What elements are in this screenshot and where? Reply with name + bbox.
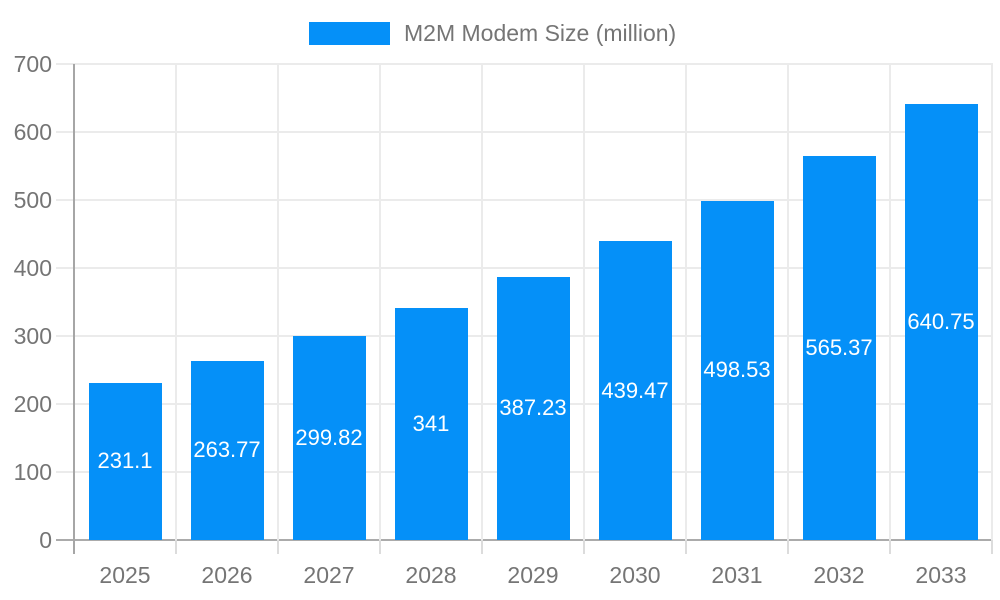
gridline-vertical bbox=[889, 64, 891, 540]
bar-value-label: 231.1 bbox=[97, 448, 153, 474]
gridline-horizontal bbox=[56, 131, 993, 133]
bar-value-label: 341 bbox=[412, 411, 450, 437]
y-tick-label: 100 bbox=[13, 459, 52, 485]
y-tick-label: 400 bbox=[13, 255, 52, 281]
bar[interactable]: 299.82 bbox=[292, 336, 366, 540]
legend-swatch bbox=[309, 22, 390, 45]
x-axis-tick bbox=[277, 540, 279, 554]
x-tick-label: 2025 bbox=[99, 562, 151, 588]
bar[interactable]: 341 bbox=[394, 308, 468, 540]
gridline-vertical bbox=[685, 64, 687, 540]
bar[interactable]: 640.75 bbox=[904, 104, 978, 540]
x-axis-tick bbox=[379, 540, 381, 554]
x-axis-tick bbox=[787, 540, 789, 554]
bar[interactable]: 387.23 bbox=[496, 276, 570, 540]
x-tick-label: 2028 bbox=[405, 562, 457, 588]
bar-value-label: 565.37 bbox=[805, 334, 873, 360]
bar[interactable]: 565.37 bbox=[802, 155, 876, 540]
bar-value-label: 299.82 bbox=[295, 425, 363, 451]
y-tick-label: 200 bbox=[13, 391, 52, 417]
gridline-vertical bbox=[379, 64, 381, 540]
x-axis-tick bbox=[481, 540, 483, 554]
bar-value-label: 263.77 bbox=[193, 437, 261, 463]
x-tick-label: 2027 bbox=[303, 562, 355, 588]
x-axis-tick bbox=[685, 540, 687, 554]
y-tick-label: 500 bbox=[13, 187, 52, 213]
bar-value-label: 498.53 bbox=[703, 357, 771, 383]
x-tick-label: 2030 bbox=[609, 562, 661, 588]
bar-value-label: 387.23 bbox=[499, 395, 567, 421]
x-axis-tick bbox=[991, 540, 993, 554]
gridline-vertical bbox=[787, 64, 789, 540]
bar-value-label: 640.75 bbox=[907, 309, 975, 335]
bar[interactable]: 231.1 bbox=[88, 382, 162, 540]
y-tick-label: 600 bbox=[13, 119, 52, 145]
y-tick-label: 300 bbox=[13, 323, 52, 349]
x-tick-label: 2032 bbox=[813, 562, 865, 588]
gridline-horizontal bbox=[56, 199, 993, 201]
bar[interactable]: 439.47 bbox=[598, 241, 672, 540]
x-axis-tick bbox=[889, 540, 891, 554]
x-axis-tick bbox=[175, 540, 177, 554]
gridline-vertical bbox=[277, 64, 279, 540]
gridline-vertical bbox=[175, 64, 177, 540]
x-tick-label: 2029 bbox=[507, 562, 559, 588]
y-axis-line bbox=[73, 64, 75, 554]
gridline-vertical bbox=[481, 64, 483, 540]
x-axis-baseline bbox=[56, 539, 993, 541]
x-tick-label: 2033 bbox=[915, 562, 967, 588]
legend-label: M2M Modem Size (million) bbox=[404, 20, 677, 46]
gridline-vertical bbox=[991, 64, 993, 540]
y-tick-label: 700 bbox=[13, 51, 52, 77]
x-axis-tick bbox=[583, 540, 585, 554]
x-tick-label: 2031 bbox=[711, 562, 763, 588]
x-tick-label: 2026 bbox=[201, 562, 253, 588]
y-tick-label: 0 bbox=[39, 527, 52, 553]
bar[interactable]: 498.53 bbox=[700, 200, 774, 540]
gridline-horizontal bbox=[56, 63, 993, 65]
gridline-horizontal bbox=[56, 267, 993, 269]
bar-value-label: 439.47 bbox=[601, 377, 669, 403]
gridline-vertical bbox=[583, 64, 585, 540]
bar[interactable]: 263.77 bbox=[190, 360, 264, 540]
legend[interactable]: M2M Modem Size (million) bbox=[309, 20, 676, 47]
